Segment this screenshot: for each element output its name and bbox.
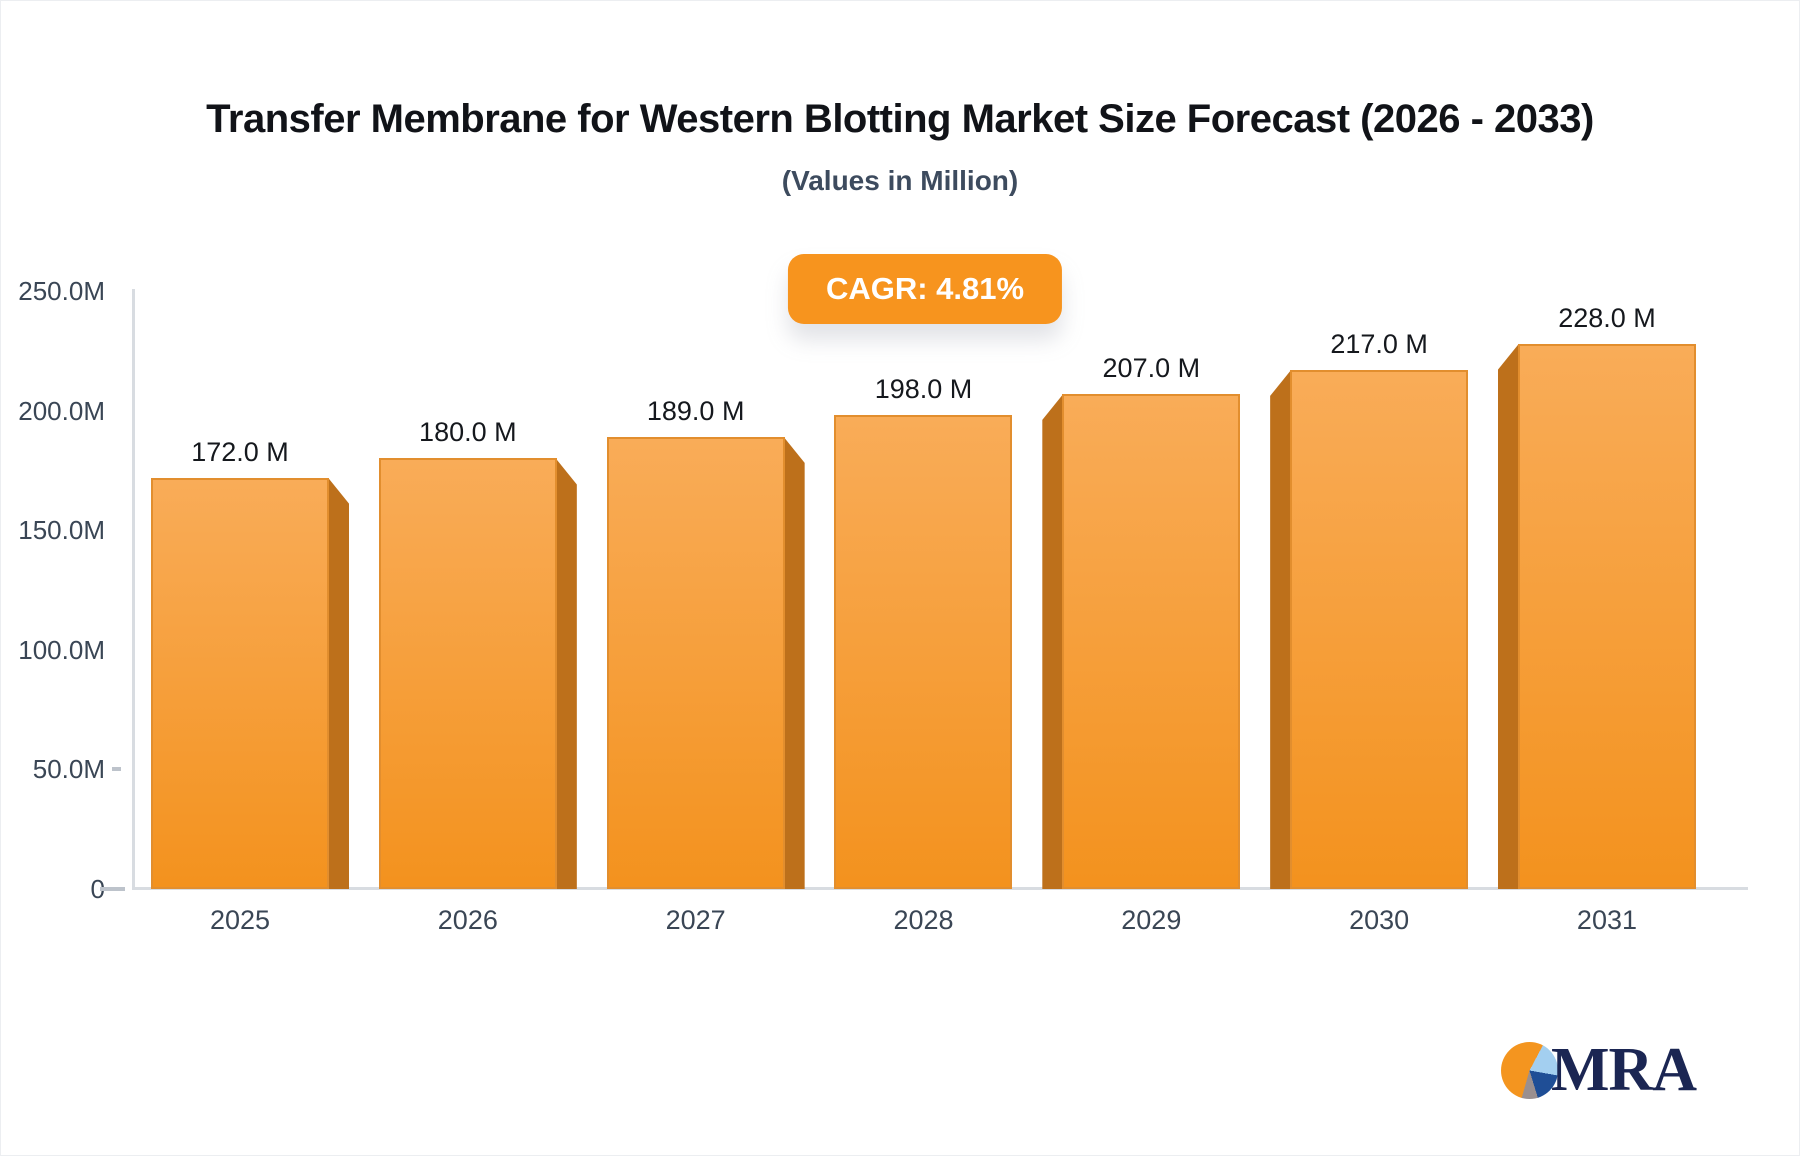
bar-2029 xyxy=(1062,393,1241,889)
bar-2027 xyxy=(606,436,785,889)
y-tick-label-200: 200.0M xyxy=(18,395,105,426)
y-tick-label-250: 250.0M xyxy=(18,276,105,306)
bar-2030 xyxy=(1290,369,1469,889)
y-tick-label-50: 50.0M xyxy=(32,754,105,785)
y-tick-label-0: 0 xyxy=(90,874,105,904)
x-tick-label-2026: 2026 xyxy=(437,905,498,935)
bar-value-label-2025: 172.0 M xyxy=(191,436,289,467)
bar-side-2026 xyxy=(555,458,577,889)
bar-value-label-2030: 217.0 M xyxy=(1330,328,1428,359)
x-tick-label-2030: 2030 xyxy=(1349,905,1410,935)
mra-logo: MRA xyxy=(1501,1035,1697,1106)
x-tick-label-2031: 2031 xyxy=(1576,905,1637,935)
x-tick-label-2025: 2025 xyxy=(209,905,271,935)
cagr-badge: CAGR: 4.81% xyxy=(787,254,1063,324)
bar-value-label-2026: 180.0 M xyxy=(419,417,517,448)
x-tick-label-2028: 2028 xyxy=(893,905,954,935)
chart-subtitle: (Values in Million) xyxy=(781,165,1019,196)
bar-side-2027 xyxy=(783,436,805,889)
bar-side-2030 xyxy=(1270,369,1292,889)
bar-value-label-2031: 228.0 M xyxy=(1558,302,1656,333)
bar-2028 xyxy=(834,415,1013,889)
bar-2025 xyxy=(151,477,329,889)
y-tick-label-150: 150.0M xyxy=(18,515,105,546)
y-tick-mark-0 xyxy=(100,887,125,891)
y-tick-label-100: 100.0M xyxy=(18,634,105,665)
bar-side-2025 xyxy=(328,477,349,889)
y-tick-mark-50 xyxy=(112,767,121,772)
bar-side-2029 xyxy=(1042,393,1064,889)
bar-2031 xyxy=(1517,343,1696,889)
x-tick-label-2027: 2027 xyxy=(665,905,726,935)
bar-value-label-2027: 189.0 M xyxy=(646,395,745,426)
chart-title: Transfer Membrane for Western Blotting M… xyxy=(206,97,1594,141)
bar-side-2031 xyxy=(1497,343,1519,889)
bar-2026 xyxy=(378,458,557,889)
bar-value-label-2028: 198.0 M xyxy=(874,374,973,405)
pie-chart-logo-icon xyxy=(1501,1042,1558,1099)
x-tick-label-2029: 2029 xyxy=(1121,905,1182,935)
bar-value-label-2029: 207.0 M xyxy=(1102,352,1201,383)
logo-text: MRA xyxy=(1551,1036,1697,1104)
y-axis-line xyxy=(132,289,135,889)
